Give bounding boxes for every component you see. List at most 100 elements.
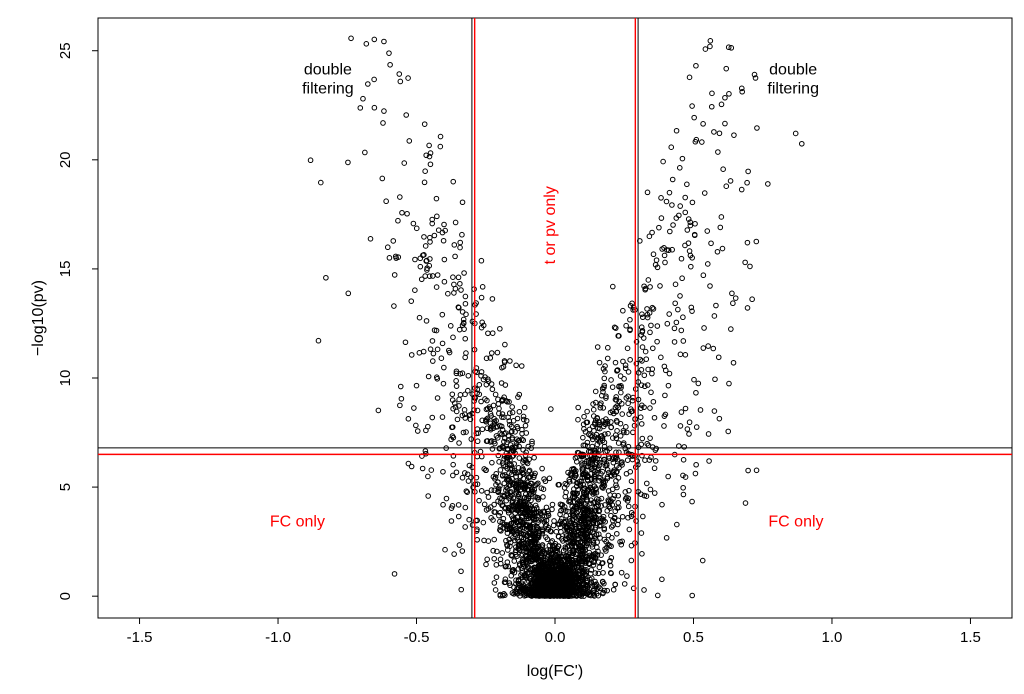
data-point [514, 363, 519, 368]
data-point [457, 397, 462, 402]
data-point [793, 131, 798, 136]
data-point [413, 288, 418, 293]
data-point [414, 383, 419, 388]
data-point [411, 221, 416, 226]
data-point [625, 458, 630, 463]
data-point [398, 384, 403, 389]
data-point [639, 333, 644, 338]
x-tick-label: -0.5 [404, 629, 430, 646]
data-point [497, 406, 502, 411]
data-point [349, 36, 354, 41]
data-point [492, 581, 497, 586]
data-point [739, 187, 744, 192]
data-point [683, 195, 688, 200]
data-point [700, 558, 705, 563]
data-point [430, 415, 435, 420]
data-point [392, 304, 397, 309]
data-point [731, 360, 736, 365]
data-point [442, 222, 447, 227]
annotation-line1: double [304, 62, 352, 79]
plot-area [98, 18, 1012, 618]
data-point [451, 335, 456, 340]
data-point [766, 182, 771, 187]
annotation-line1: FC only [270, 513, 325, 530]
y-tick-label: 10 [57, 370, 74, 387]
data-point [716, 150, 721, 155]
data-point [493, 392, 498, 397]
data-point [428, 162, 433, 167]
data-point [645, 190, 650, 195]
data-point [674, 320, 679, 325]
data-point [687, 75, 692, 80]
y-tick-label: 5 [57, 483, 74, 491]
data-point [620, 412, 625, 417]
data-point [459, 587, 464, 592]
data-point [550, 502, 555, 507]
data-point [706, 432, 711, 437]
data-point [409, 353, 414, 358]
data-point [387, 256, 392, 261]
data-point [655, 593, 660, 598]
annotation: doublefiltering [302, 62, 354, 98]
data-point [459, 288, 464, 293]
data-point [664, 536, 669, 541]
data-point [492, 537, 497, 542]
data-point [743, 260, 748, 265]
data-point [450, 392, 455, 397]
data-point [492, 502, 497, 507]
data-point [678, 294, 683, 299]
data-point [490, 297, 495, 302]
data-point [624, 425, 629, 430]
data-point [640, 345, 645, 350]
data-point [451, 179, 456, 184]
data-point [523, 453, 528, 458]
data-point [746, 468, 751, 473]
data-point [422, 235, 427, 240]
data-point [701, 273, 706, 278]
data-point [622, 582, 627, 587]
data-point [723, 95, 728, 100]
data-point [382, 109, 387, 114]
data-point [397, 72, 402, 77]
data-point [452, 291, 457, 296]
data-point [454, 409, 459, 414]
data-point [648, 330, 653, 335]
data-point [427, 143, 432, 148]
data-point [648, 406, 653, 411]
data-point [492, 556, 497, 561]
data-point [597, 565, 602, 570]
data-point [674, 128, 679, 133]
data-point [432, 233, 437, 238]
data-point [629, 558, 634, 563]
data-point [444, 496, 449, 501]
data-point [605, 356, 610, 361]
data-point [692, 377, 697, 382]
data-point [493, 588, 498, 593]
data-point [683, 406, 688, 411]
data-point [459, 569, 464, 574]
data-point [659, 196, 664, 201]
data-point [631, 430, 636, 435]
data-point [648, 487, 653, 492]
data-point [449, 519, 454, 524]
data-point [720, 246, 725, 251]
data-point [453, 220, 458, 225]
data-point [698, 408, 703, 413]
data-point [576, 405, 581, 410]
data-point [438, 134, 443, 139]
data-point [418, 256, 423, 261]
data-point [550, 507, 555, 512]
data-point [619, 570, 624, 575]
data-point [708, 44, 713, 49]
data-point [672, 340, 677, 345]
data-point [423, 274, 428, 279]
x-tick-label: -1.5 [127, 629, 153, 646]
data-point [680, 276, 685, 281]
data-point [726, 429, 731, 434]
data-point [460, 232, 465, 237]
data-point [361, 96, 366, 101]
data-point [466, 479, 471, 484]
data-point [541, 495, 546, 500]
data-point [655, 339, 660, 344]
data-point [681, 458, 686, 463]
